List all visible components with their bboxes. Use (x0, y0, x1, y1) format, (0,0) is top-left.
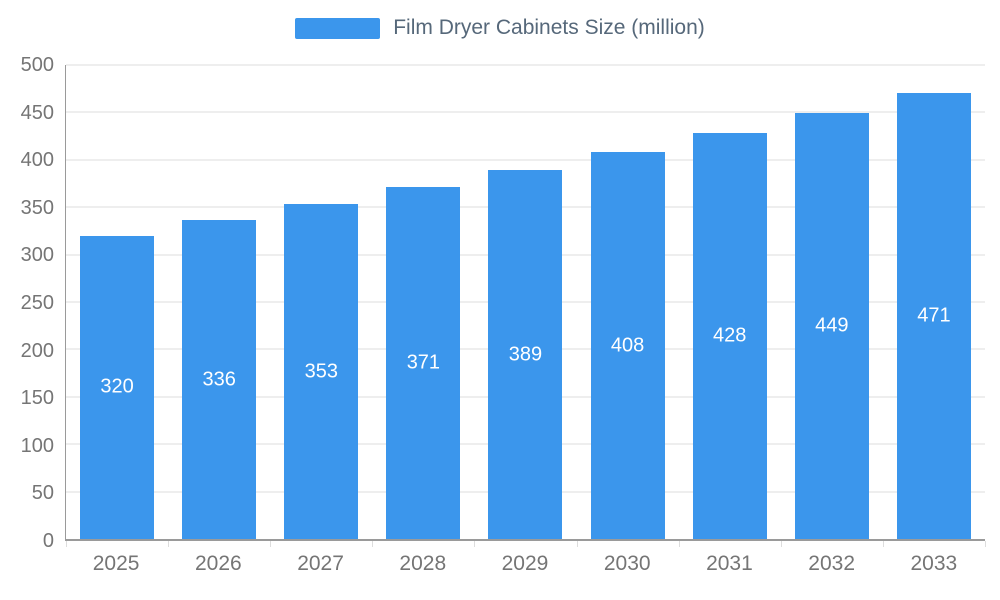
x-axis-label: 2028 (399, 552, 447, 575)
x-axis-tick (270, 541, 272, 547)
legend-swatch[interactable] (295, 17, 381, 39)
bar[interactable]: 449 (794, 113, 869, 539)
x-axis-tick (576, 541, 578, 547)
y-axis-label: 450 (20, 101, 54, 124)
bar[interactable]: 408 (590, 152, 665, 539)
bar-value-label: 336 (202, 368, 236, 391)
legend[interactable]: Film Dryer Cabinets Size (million) (0, 16, 1000, 40)
bar[interactable]: 471 (896, 92, 971, 539)
x-axis-tick (780, 541, 782, 547)
bar-value-label: 320 (100, 375, 134, 398)
x-axis-label: 2032 (808, 552, 855, 575)
bar-value-label: 449 (815, 314, 849, 337)
gridline (66, 64, 985, 66)
x-axis: 2025 2026 2027 2028 2029 2030 2031 2032 2033 (65, 552, 985, 576)
y-axis-label: 300 (20, 244, 54, 267)
x-axis-tick (882, 541, 884, 547)
x-axis-tick (168, 541, 170, 547)
y-axis-label: 50 (31, 482, 54, 505)
y-axis-label: 350 (20, 196, 54, 219)
x-axis-tick (474, 541, 476, 547)
bar[interactable]: 336 (182, 220, 257, 539)
bar[interactable]: 389 (488, 170, 563, 539)
x-axis-tick (66, 541, 67, 547)
bar[interactable]: 353 (284, 204, 359, 539)
x-axis-tick (678, 541, 680, 547)
chart-title: Film Dryer Cabinets Size (million) (393, 16, 705, 39)
x-axis-tick (985, 541, 986, 547)
x-axis-label: 2033 (910, 552, 958, 575)
bar[interactable]: 428 (692, 133, 767, 539)
y-axis-label: 0 (42, 530, 54, 552)
bar-value-label: 408 (610, 334, 645, 357)
bar[interactable]: 371 (386, 187, 461, 539)
bar-value-label: 371 (406, 351, 441, 374)
x-axis-tick (372, 541, 374, 547)
x-axis-label: 2030 (603, 552, 651, 575)
y-axis-label: 200 (20, 339, 54, 362)
bars: 320 336 353 371 389 408 428 449 471 (66, 65, 985, 539)
x-axis-label: 2026 (194, 552, 242, 575)
y-axis: 0 50 100 150 200 250 300 350 400 450 500 (0, 55, 54, 551)
y-axis-label: 150 (20, 387, 54, 410)
y-axis-label: 100 (20, 434, 54, 457)
bar[interactable]: 320 (80, 235, 155, 539)
x-axis-label: 2025 (92, 552, 140, 575)
x-axis-label: 2029 (501, 552, 549, 575)
y-axis-label: 250 (20, 292, 54, 314)
bar-value-label: 471 (917, 304, 951, 327)
plot-area: 320 336 353 371 389 408 428 449 471 (65, 64, 986, 547)
bar-value-label: 428 (713, 324, 747, 347)
y-axis-label: 500 (20, 54, 54, 76)
gridline (66, 111, 985, 113)
y-axis-label: 400 (20, 149, 54, 172)
bar-value-label: 389 (508, 343, 543, 366)
gridline (66, 159, 985, 161)
bar-value-label: 353 (304, 360, 338, 383)
x-axis-label: 2027 (297, 552, 344, 575)
x-axis-label: 2031 (706, 552, 753, 575)
